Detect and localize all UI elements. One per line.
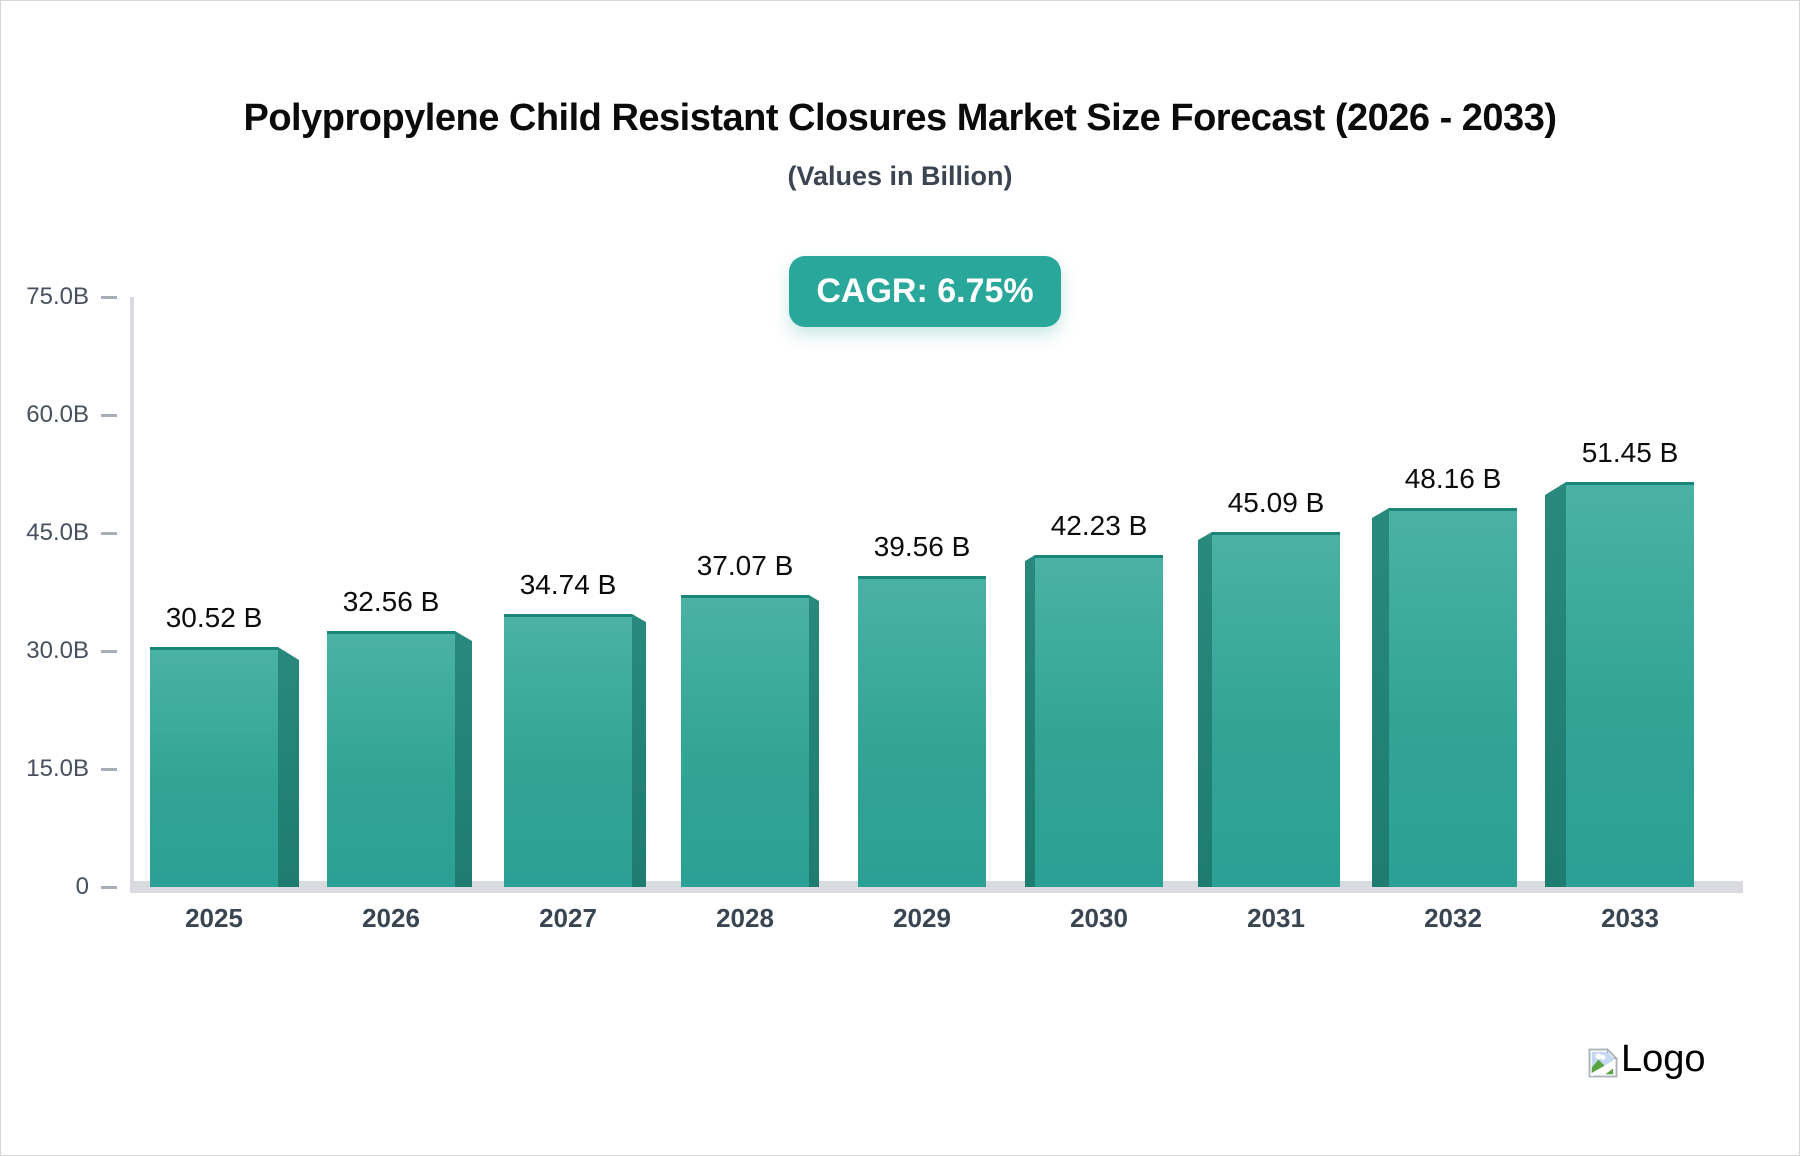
x-axis-label: 2026 [362, 903, 420, 933]
bar-value-label: 30.52 B [165, 602, 263, 633]
bar-side-face [455, 631, 472, 887]
bar-2028[interactable] [681, 595, 819, 887]
y-axis-tick-mark [101, 649, 117, 653]
y-axis-tick-mark [101, 531, 117, 535]
y-axis-line [130, 297, 134, 887]
y-axis-tick-label: 45.0B [26, 519, 89, 546]
bar-front-face [1566, 482, 1694, 887]
page-subtitle: (Values in Billion) [787, 161, 1013, 191]
bar-value-label: 51.45 B [1581, 437, 1679, 468]
y-axis-tick-mark [101, 767, 117, 771]
bar-side-face [1545, 482, 1566, 887]
bar-2025[interactable] [150, 647, 299, 887]
cagr-badge: CAGR: 6.75% [789, 256, 1061, 327]
bar-2031[interactable] [1198, 532, 1340, 887]
x-axis-label: 2032 [1424, 903, 1482, 933]
bar-side-face [1198, 532, 1212, 887]
bar-side-face [632, 614, 646, 887]
y-axis-tick-label: 30.0B [26, 637, 89, 664]
bar-front-face [1035, 555, 1163, 887]
y-axis-tick-mark [101, 295, 117, 299]
bar-front-face [504, 614, 632, 887]
logo: Logo [1585, 1039, 1706, 1079]
x-axis-label: 2030 [1070, 903, 1128, 933]
bar-front-face [150, 647, 278, 887]
bar-value-label: 39.56 B [873, 531, 971, 562]
bar-2033[interactable] [1545, 482, 1694, 887]
bar-value-label: 32.56 B [342, 586, 440, 617]
bar-side-face [1025, 555, 1035, 887]
x-axis-label: 2033 [1601, 903, 1659, 933]
bar-2032[interactable] [1372, 508, 1517, 887]
bar-2029[interactable] [858, 576, 986, 887]
bar-2026[interactable] [327, 631, 472, 887]
bar-side-face [1372, 508, 1389, 887]
bar-side-face [809, 595, 819, 887]
y-axis-tick-mark [101, 413, 117, 417]
page-title: Polypropylene Child Resistant Closures M… [243, 97, 1557, 139]
bar-front-face [1212, 532, 1340, 887]
y-axis-tick-label: 0 [75, 873, 89, 900]
bar-value-label: 34.74 B [519, 569, 617, 600]
y-axis-tick-label: 75.0B [26, 283, 89, 310]
bar-side-face [278, 647, 299, 887]
bar-2027[interactable] [504, 614, 646, 887]
y-axis-tick-label: 60.0B [26, 401, 89, 428]
x-axis-label: 2028 [716, 903, 774, 933]
y-axis-tick-label: 15.0B [26, 755, 89, 782]
bar-2030[interactable] [1025, 555, 1163, 887]
bar-front-face [681, 595, 809, 887]
x-axis-label: 2029 [893, 903, 951, 933]
x-axis-label: 2031 [1247, 903, 1305, 933]
y-axis-tick-mark [101, 885, 117, 889]
bar-value-label: 45.09 B [1227, 487, 1325, 518]
logo-text: Logo [1621, 1038, 1706, 1080]
broken-image-icon [1588, 1047, 1619, 1078]
bar-value-label: 42.23 B [1050, 510, 1148, 541]
x-axis-label: 2025 [185, 903, 243, 933]
bar-front-face [858, 576, 986, 887]
cagr-badge-label: CAGR: 6.75% [816, 272, 1034, 310]
bar-front-face [1389, 508, 1517, 887]
bar-value-label: 48.16 B [1404, 463, 1502, 494]
bar-front-face [327, 631, 455, 887]
x-axis-label: 2027 [539, 903, 597, 933]
bar-value-label: 37.07 B [696, 550, 794, 581]
